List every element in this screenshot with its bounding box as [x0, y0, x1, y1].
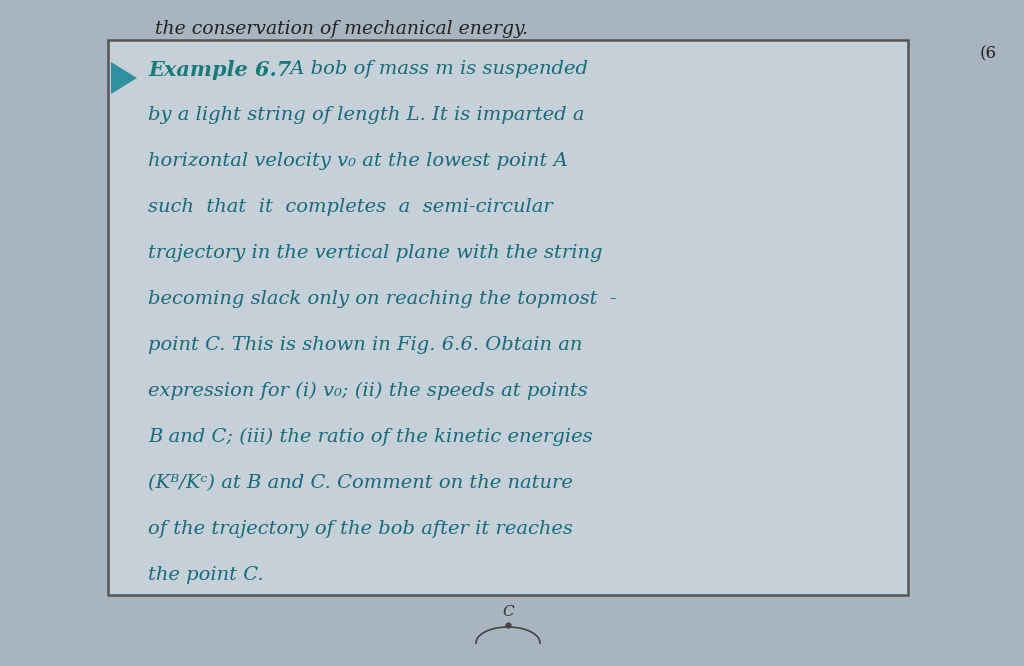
Text: horizontal velocity v₀ at the lowest point A: horizontal velocity v₀ at the lowest poi… — [148, 152, 567, 170]
Text: trajectory in the vertical plane with the string: trajectory in the vertical plane with th… — [148, 244, 602, 262]
Text: (Kᴮ/Kᶜ) at B and C. Comment on the nature: (Kᴮ/Kᶜ) at B and C. Comment on the natur… — [148, 474, 572, 492]
Text: of the trajectory of the bob after it reaches: of the trajectory of the bob after it re… — [148, 520, 572, 538]
Text: such  that  it  completes  a  semi-circular: such that it completes a semi-circular — [148, 198, 553, 216]
Bar — [108, 40, 908, 595]
Polygon shape — [111, 62, 137, 94]
Text: becoming slack only on reaching the topmost  -: becoming slack only on reaching the topm… — [148, 290, 616, 308]
Text: (6: (6 — [980, 45, 997, 62]
Text: C: C — [502, 605, 514, 619]
Text: the conservation of mechanical energy.: the conservation of mechanical energy. — [155, 20, 528, 38]
Text: by a light string of length L. It is imparted a: by a light string of length L. It is imp… — [148, 106, 585, 124]
Text: Example 6.7: Example 6.7 — [148, 60, 291, 80]
Text: B and C; (iii) the ratio of the kinetic energies: B and C; (iii) the ratio of the kinetic … — [148, 428, 593, 446]
Text: expression for (i) v₀; (ii) the speeds at points: expression for (i) v₀; (ii) the speeds a… — [148, 382, 588, 400]
Text: point C. This is shown in Fig. 6.6. Obtain an: point C. This is shown in Fig. 6.6. Obta… — [148, 336, 583, 354]
Text: A bob of mass m is suspended: A bob of mass m is suspended — [284, 60, 588, 78]
Text: the point C.: the point C. — [148, 566, 263, 584]
